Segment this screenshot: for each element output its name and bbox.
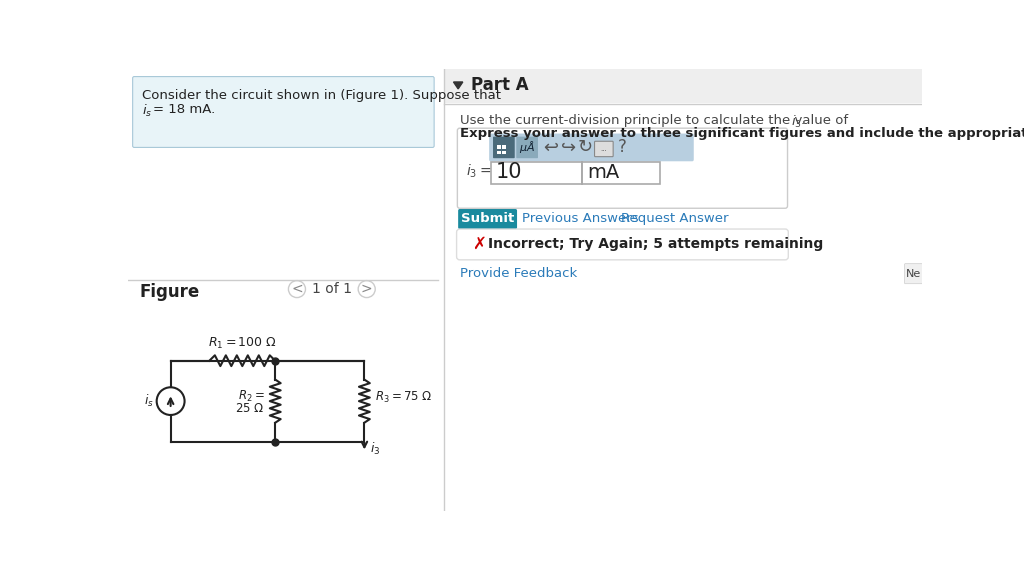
Text: $i_s$: $i_s$: [143, 393, 154, 409]
FancyBboxPatch shape: [493, 137, 515, 158]
FancyBboxPatch shape: [457, 229, 788, 260]
Text: ...: ...: [600, 146, 607, 152]
Text: ↩: ↩: [544, 138, 559, 157]
FancyBboxPatch shape: [503, 150, 506, 154]
Text: Figure: Figure: [139, 283, 200, 301]
FancyBboxPatch shape: [458, 128, 787, 208]
Text: .: .: [801, 114, 805, 126]
Text: Ne: Ne: [905, 269, 921, 279]
Text: $i_3$: $i_3$: [792, 114, 802, 130]
Text: ↻: ↻: [578, 138, 593, 157]
Text: $\mu\AA$: $\mu\AA$: [519, 139, 536, 154]
FancyBboxPatch shape: [444, 69, 922, 103]
Text: ✗: ✗: [472, 235, 486, 253]
FancyBboxPatch shape: [583, 162, 659, 184]
Text: 1 of 1: 1 of 1: [312, 282, 352, 296]
Text: = 18 mA.: = 18 mA.: [153, 103, 215, 116]
FancyBboxPatch shape: [503, 145, 506, 149]
Text: Request Answer: Request Answer: [621, 212, 728, 225]
Text: >: >: [360, 282, 373, 296]
FancyBboxPatch shape: [133, 76, 434, 148]
Text: $R_2 =$: $R_2 =$: [238, 389, 264, 404]
Text: $R_3 = 75\ \Omega$: $R_3 = 75\ \Omega$: [375, 390, 433, 405]
Polygon shape: [454, 82, 463, 89]
Text: ↪: ↪: [560, 138, 575, 157]
FancyBboxPatch shape: [595, 141, 613, 157]
FancyBboxPatch shape: [497, 145, 501, 149]
FancyBboxPatch shape: [489, 134, 693, 161]
Text: Incorrect; Try Again; 5 attempts remaining: Incorrect; Try Again; 5 attempts remaini…: [487, 236, 823, 251]
Text: Submit: Submit: [461, 212, 514, 225]
Text: Provide Feedback: Provide Feedback: [460, 267, 577, 280]
Text: mA: mA: [588, 162, 620, 181]
Text: $i_s$: $i_s$: [142, 103, 153, 119]
Text: $R_1 = 100\ \Omega$: $R_1 = 100\ \Omega$: [208, 336, 276, 351]
FancyBboxPatch shape: [497, 150, 501, 154]
Text: Previous Answers: Previous Answers: [521, 212, 638, 225]
Text: Part A: Part A: [471, 76, 528, 94]
FancyBboxPatch shape: [516, 137, 538, 158]
Text: ?: ?: [618, 138, 627, 157]
Text: <: <: [291, 282, 303, 296]
Text: Express your answer to three significant figures and include the appropriate uni: Express your answer to three significant…: [460, 127, 1024, 141]
Text: 10: 10: [496, 162, 522, 182]
FancyBboxPatch shape: [904, 263, 923, 284]
Text: Consider the circuit shown in (Figure 1). Suppose that: Consider the circuit shown in (Figure 1)…: [142, 89, 501, 102]
FancyBboxPatch shape: [490, 162, 583, 184]
Text: Use the current-division principle to calculate the value of: Use the current-division principle to ca…: [460, 114, 852, 126]
Text: $i_3 =$: $i_3 =$: [466, 162, 492, 180]
Text: $i_3$: $i_3$: [370, 441, 380, 457]
Text: $25\ \Omega$: $25\ \Omega$: [236, 402, 264, 416]
FancyBboxPatch shape: [458, 209, 517, 229]
